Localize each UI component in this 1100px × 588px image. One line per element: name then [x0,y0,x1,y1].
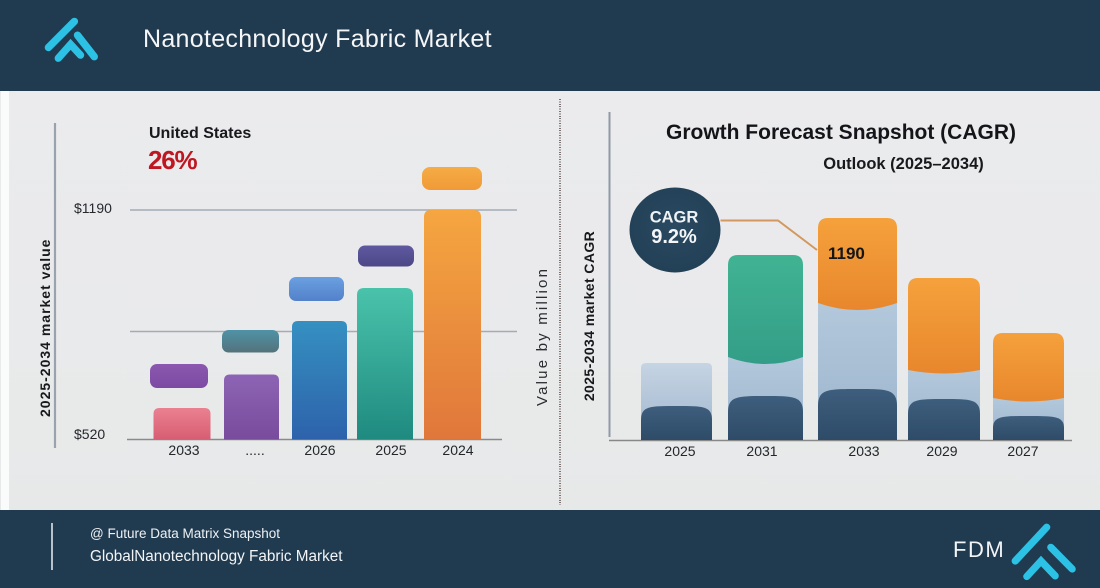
svg-text:CAGR: CAGR [650,209,699,227]
svg-text:9.2%: 9.2% [651,226,697,248]
